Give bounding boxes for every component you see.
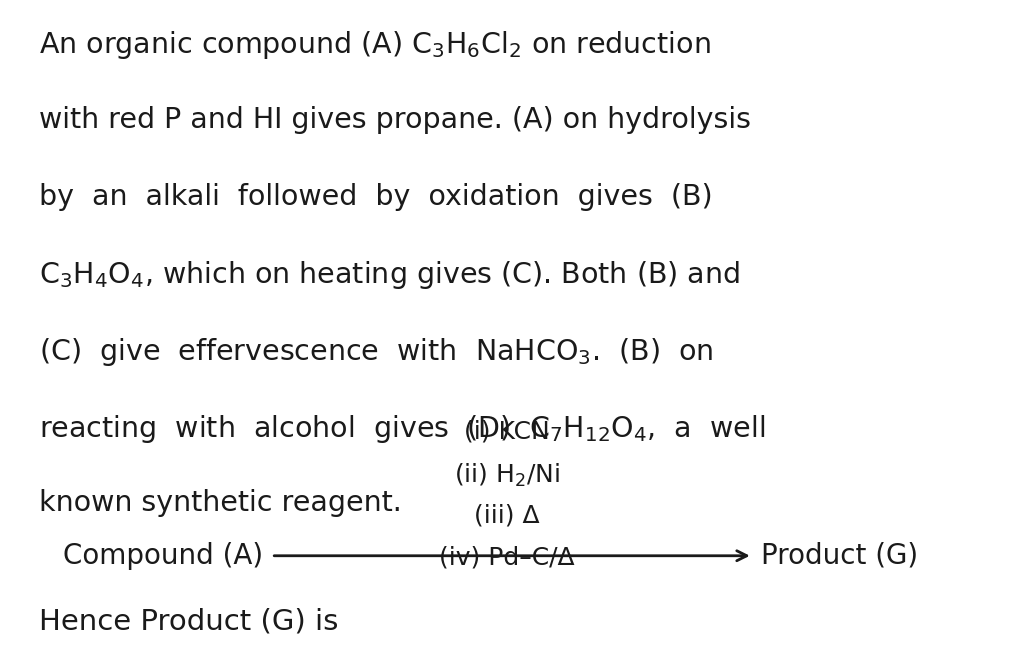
Text: $\mathrm{C_3H_4O_4}$, which on heating gives (C). Both (B) and: $\mathrm{C_3H_4O_4}$, which on heating g… — [39, 259, 740, 291]
Text: by  an  alkali  followed  by  oxidation  gives  (B): by an alkali followed by oxidation gives… — [39, 183, 713, 211]
Text: Hence Product (G) is: Hence Product (G) is — [39, 608, 338, 636]
Text: (i) KCN: (i) KCN — [464, 419, 550, 443]
Text: (C)  give  effervescence  with  $\mathrm{NaHCO_3}$.  (B)  on: (C) give effervescence with $\mathrm{NaH… — [39, 336, 714, 368]
Text: (iv) Pd–C/Δ: (iv) Pd–C/Δ — [439, 546, 574, 570]
Text: reacting  with  alcohol  gives  (D)  $\mathrm{C_7H_{12}O_4}$,  a  well: reacting with alcohol gives (D) $\mathrm… — [39, 413, 765, 445]
Text: (ii) $\mathrm{H_2}$/Ni: (ii) $\mathrm{H_2}$/Ni — [454, 462, 560, 489]
Text: (iii) Δ: (iii) Δ — [474, 504, 540, 528]
Text: Product (G): Product (G) — [761, 541, 918, 570]
Text: Compound (A): Compound (A) — [63, 541, 263, 570]
Text: known synthetic reagent.: known synthetic reagent. — [39, 489, 401, 517]
Text: An organic compound (A) $\mathrm{C_3H_6Cl_2}$ on reduction: An organic compound (A) $\mathrm{C_3H_6C… — [39, 29, 711, 61]
Text: with red P and HI gives propane. (A) on hydrolysis: with red P and HI gives propane. (A) on … — [39, 106, 751, 134]
